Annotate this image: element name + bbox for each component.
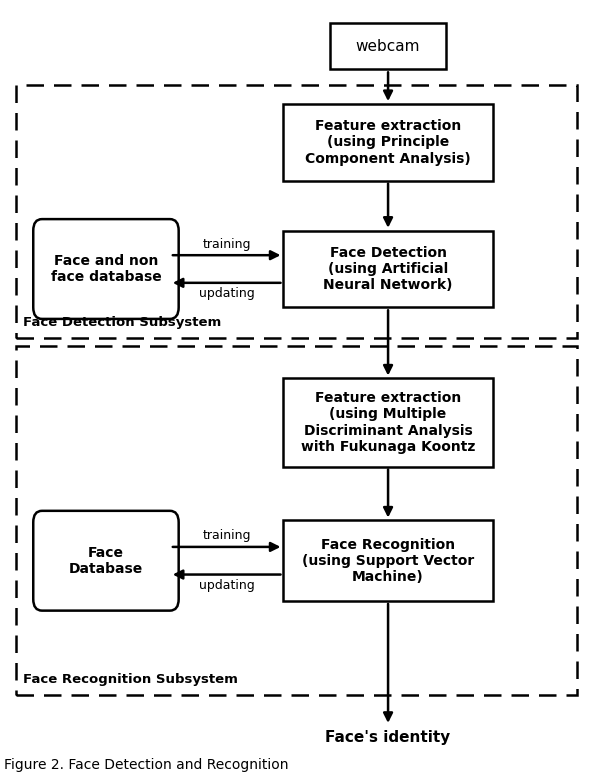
FancyBboxPatch shape [283, 230, 493, 307]
FancyBboxPatch shape [283, 521, 493, 601]
Text: Feature extraction
(using Principle
Component Analysis): Feature extraction (using Principle Comp… [305, 120, 471, 165]
Text: Face Detection Subsystem: Face Detection Subsystem [23, 316, 221, 329]
Text: Figure 2. Face Detection and Recognition: Figure 2. Face Detection and Recognition [4, 758, 289, 772]
Text: updating: updating [199, 287, 254, 300]
FancyBboxPatch shape [283, 379, 493, 466]
FancyBboxPatch shape [330, 23, 446, 69]
Text: Feature extraction
(using Multiple
Discriminant Analysis
with Fukunaga Koontz: Feature extraction (using Multiple Discr… [301, 391, 476, 454]
Text: updating: updating [199, 579, 254, 592]
Text: Face Recognition Subsystem: Face Recognition Subsystem [23, 673, 238, 686]
FancyBboxPatch shape [33, 511, 179, 611]
Text: training: training [202, 237, 251, 251]
Text: Face Detection
(using Artificial
Neural Network): Face Detection (using Artificial Neural … [323, 246, 453, 293]
Text: webcam: webcam [356, 39, 420, 54]
Text: Face
Database: Face Database [69, 546, 143, 576]
FancyBboxPatch shape [33, 219, 179, 319]
Text: training: training [202, 529, 251, 542]
Text: Face Recognition
(using Support Vector
Machine): Face Recognition (using Support Vector M… [302, 538, 474, 584]
FancyBboxPatch shape [283, 104, 493, 181]
Text: Face and non
face database: Face and non face database [51, 254, 161, 284]
Text: Face's identity: Face's identity [326, 729, 451, 745]
